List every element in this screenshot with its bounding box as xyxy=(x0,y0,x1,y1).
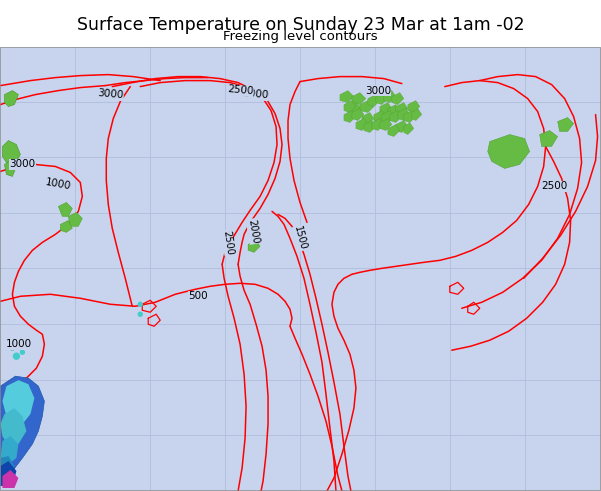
Polygon shape xyxy=(248,241,260,252)
Text: Surface Temperature on Sunday 23 Mar at 1am -02: Surface Temperature on Sunday 23 Mar at … xyxy=(77,16,524,34)
Circle shape xyxy=(138,312,142,316)
Text: 2000: 2000 xyxy=(246,218,260,245)
Polygon shape xyxy=(1,376,44,486)
Polygon shape xyxy=(388,105,400,116)
Polygon shape xyxy=(69,213,82,226)
Polygon shape xyxy=(362,112,374,125)
Polygon shape xyxy=(344,101,356,112)
Polygon shape xyxy=(380,103,392,114)
Polygon shape xyxy=(408,101,420,112)
Polygon shape xyxy=(368,95,380,107)
Circle shape xyxy=(10,346,14,350)
Text: 1500: 1500 xyxy=(292,225,308,251)
Polygon shape xyxy=(344,110,356,123)
Polygon shape xyxy=(412,109,422,120)
Polygon shape xyxy=(4,161,16,176)
Polygon shape xyxy=(404,110,416,123)
Text: 2500: 2500 xyxy=(221,229,235,255)
Polygon shape xyxy=(376,93,388,105)
Text: 500: 500 xyxy=(188,291,208,301)
Polygon shape xyxy=(388,125,400,136)
Polygon shape xyxy=(1,461,16,486)
Polygon shape xyxy=(398,109,410,120)
Polygon shape xyxy=(60,220,72,232)
Polygon shape xyxy=(384,90,396,103)
Text: Freezing level contours: Freezing level contours xyxy=(223,30,378,43)
Text: 2000: 2000 xyxy=(242,88,269,101)
Polygon shape xyxy=(364,120,376,133)
Polygon shape xyxy=(58,202,72,217)
Polygon shape xyxy=(380,118,392,131)
Polygon shape xyxy=(374,110,386,123)
Polygon shape xyxy=(558,117,573,132)
Polygon shape xyxy=(356,118,368,131)
Polygon shape xyxy=(392,93,404,105)
Polygon shape xyxy=(1,408,26,446)
Circle shape xyxy=(13,353,19,359)
Polygon shape xyxy=(360,101,374,112)
Polygon shape xyxy=(1,456,14,478)
Text: 1000: 1000 xyxy=(44,177,72,191)
Polygon shape xyxy=(488,135,529,168)
Circle shape xyxy=(20,350,25,354)
Polygon shape xyxy=(1,436,19,464)
Text: 3000: 3000 xyxy=(365,85,391,96)
Polygon shape xyxy=(340,90,354,103)
Polygon shape xyxy=(2,380,34,428)
Polygon shape xyxy=(390,110,402,123)
Text: 3000: 3000 xyxy=(97,88,124,101)
Text: 2500: 2500 xyxy=(542,182,568,191)
Text: 1000: 1000 xyxy=(5,339,31,349)
Polygon shape xyxy=(352,109,364,120)
Polygon shape xyxy=(382,110,394,123)
Polygon shape xyxy=(396,120,408,133)
Polygon shape xyxy=(396,103,408,114)
Circle shape xyxy=(138,302,142,306)
Polygon shape xyxy=(4,90,19,107)
Polygon shape xyxy=(352,93,366,105)
Polygon shape xyxy=(348,103,362,114)
Polygon shape xyxy=(540,131,558,146)
Polygon shape xyxy=(372,118,384,131)
Polygon shape xyxy=(404,123,414,135)
Polygon shape xyxy=(2,470,19,488)
Polygon shape xyxy=(2,140,20,164)
Text: 2500: 2500 xyxy=(227,84,254,97)
Text: 3000: 3000 xyxy=(10,160,35,169)
